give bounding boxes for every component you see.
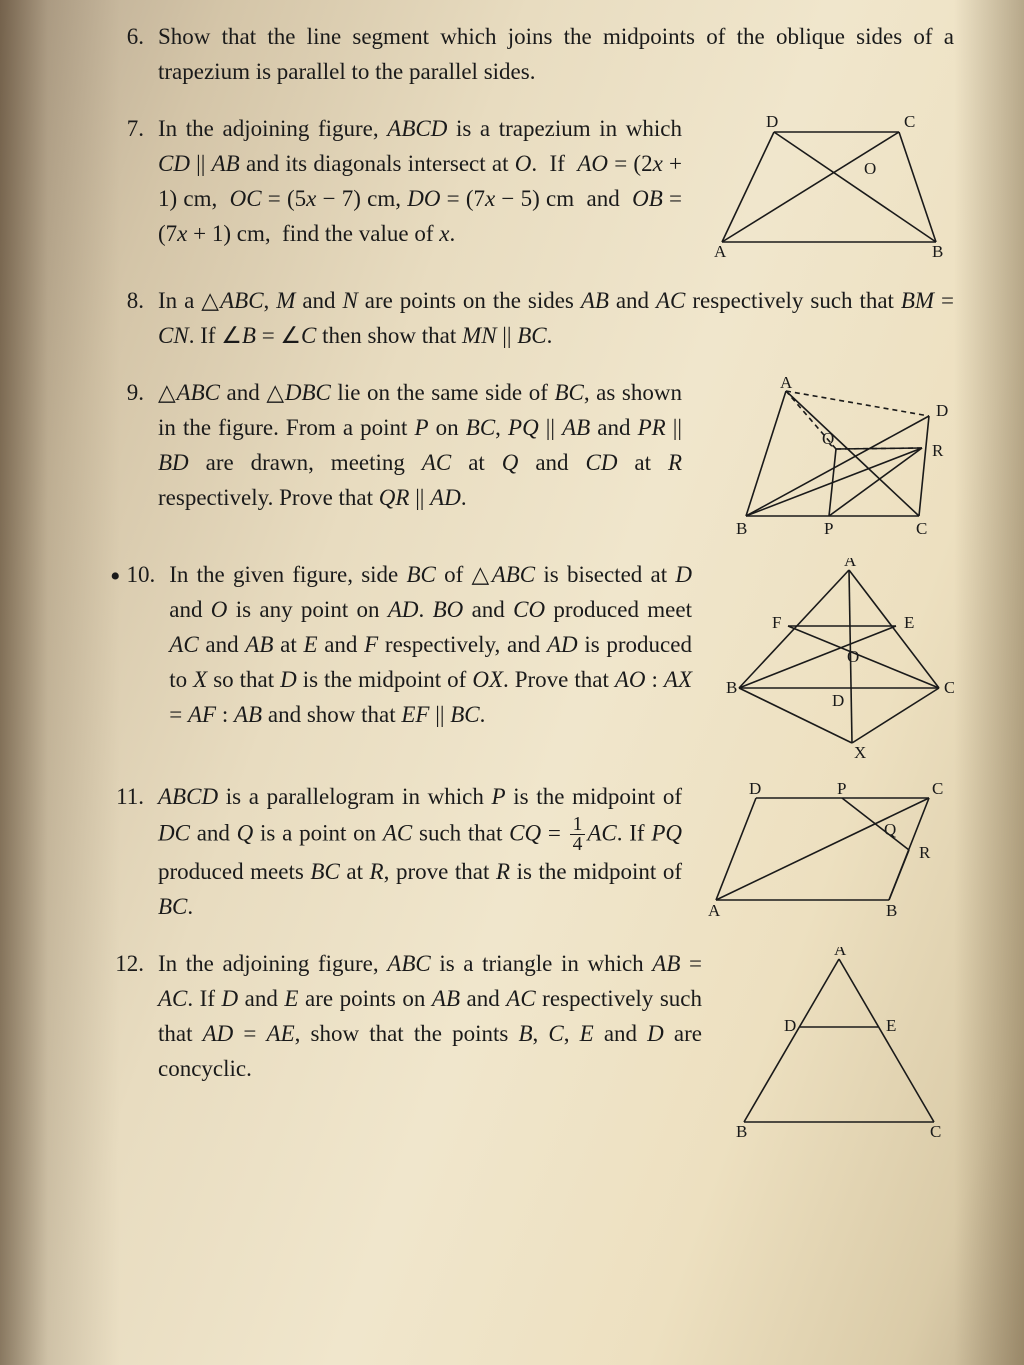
question-7: 7.In the adjoining figure, ABCD is a tra… [110,112,954,262]
question-11: 11.ABCD is a parallelogram in which P is… [110,780,954,925]
svg-text:P: P [837,780,846,798]
svg-text:O: O [847,647,859,666]
svg-text:D: D [832,691,844,710]
svg-text:B: B [932,242,943,261]
figure-container: A D R Q B P C [704,376,954,536]
svg-text:C: C [904,112,915,131]
svg-text:D: D [784,1016,796,1035]
question-text: △ABC and △DBC lie on the same side of BC… [158,376,704,516]
svg-text:A: A [714,242,727,261]
question-text: In the adjoining figure, ABCD is a trape… [158,112,704,252]
svg-text:A: A [844,558,857,570]
svg-text:C: C [944,678,954,697]
svg-text:Q: Q [884,820,896,839]
question-body: In a △ABC, M and N are points on the sid… [158,284,954,354]
svg-text:C: C [932,780,943,798]
question-text: Show that the line segment which joins t… [158,20,954,90]
question-number: 9. [110,376,158,536]
question-text: In the adjoining figure, ABC is a triang… [158,947,724,1087]
question-9: 9.△ABC and △DBC lie on the same side of … [110,376,954,536]
question-10: •10.In the given figure, side BC of △ABC… [110,558,954,758]
svg-text:B: B [736,1122,747,1137]
figure-container: A D E B C [724,947,954,1137]
svg-text:C: C [930,1122,941,1137]
geometry-figure: D C A B O [704,112,954,262]
svg-text:E: E [904,613,914,632]
svg-text:O: O [864,159,876,178]
svg-text:A: A [780,376,793,392]
geometry-figure: A F E O B D C X [714,558,954,758]
figure-container: D P C Q R A B [704,780,954,920]
question-body: In the adjoining figure, ABCD is a trape… [158,112,954,262]
svg-text:E: E [886,1016,896,1035]
geometry-figure: A D E B C [724,947,954,1137]
svg-text:Q: Q [822,429,834,448]
svg-text:D: D [766,112,778,131]
question-number: 7. [110,112,158,262]
geometry-figure: D P C Q R A B [704,780,954,920]
figure-container: A F E O B D C X [714,558,954,758]
figure-container: D C A B O [704,112,954,262]
question-number: 11. [110,780,158,925]
geometry-figure: A D R Q B P C [704,376,954,536]
question-8: 8.In a △ABC, M and N are points on the s… [110,284,954,354]
svg-text:P: P [824,519,833,536]
question-number: 8. [110,284,158,354]
bullet-marker: • [110,560,121,593]
question-body: △ABC and △DBC lie on the same side of BC… [158,376,954,536]
svg-text:C: C [916,519,927,536]
question-body: Show that the line segment which joins t… [158,20,954,90]
svg-text:A: A [834,947,847,959]
question-body: In the adjoining figure, ABC is a triang… [158,947,954,1137]
svg-text:X: X [854,743,866,758]
question-6: 6.Show that the line segment which joins… [110,20,954,90]
page: 6.Show that the line segment which joins… [0,0,1024,1179]
question-number: 12. [110,947,158,1137]
question-text: In the given figure, side BC of △ABC is … [169,558,714,733]
svg-text:R: R [932,441,944,460]
svg-text:D: D [936,401,948,420]
svg-text:R: R [919,843,931,862]
svg-text:F: F [772,613,781,632]
svg-text:B: B [726,678,737,697]
svg-text:D: D [749,780,761,798]
svg-text:B: B [736,519,747,536]
question-text: In a △ABC, M and N are points on the sid… [158,284,954,354]
question-text: ABCD is a parallelogram in which P is th… [158,780,704,925]
question-body: In the given figure, side BC of △ABC is … [169,558,954,758]
svg-text:A: A [708,901,721,920]
svg-text:B: B [886,901,897,920]
question-number: •10. [110,558,169,758]
question-number: 6. [110,20,158,90]
question-body: ABCD is a parallelogram in which P is th… [158,780,954,925]
question-12: 12.In the adjoining figure, ABC is a tri… [110,947,954,1137]
